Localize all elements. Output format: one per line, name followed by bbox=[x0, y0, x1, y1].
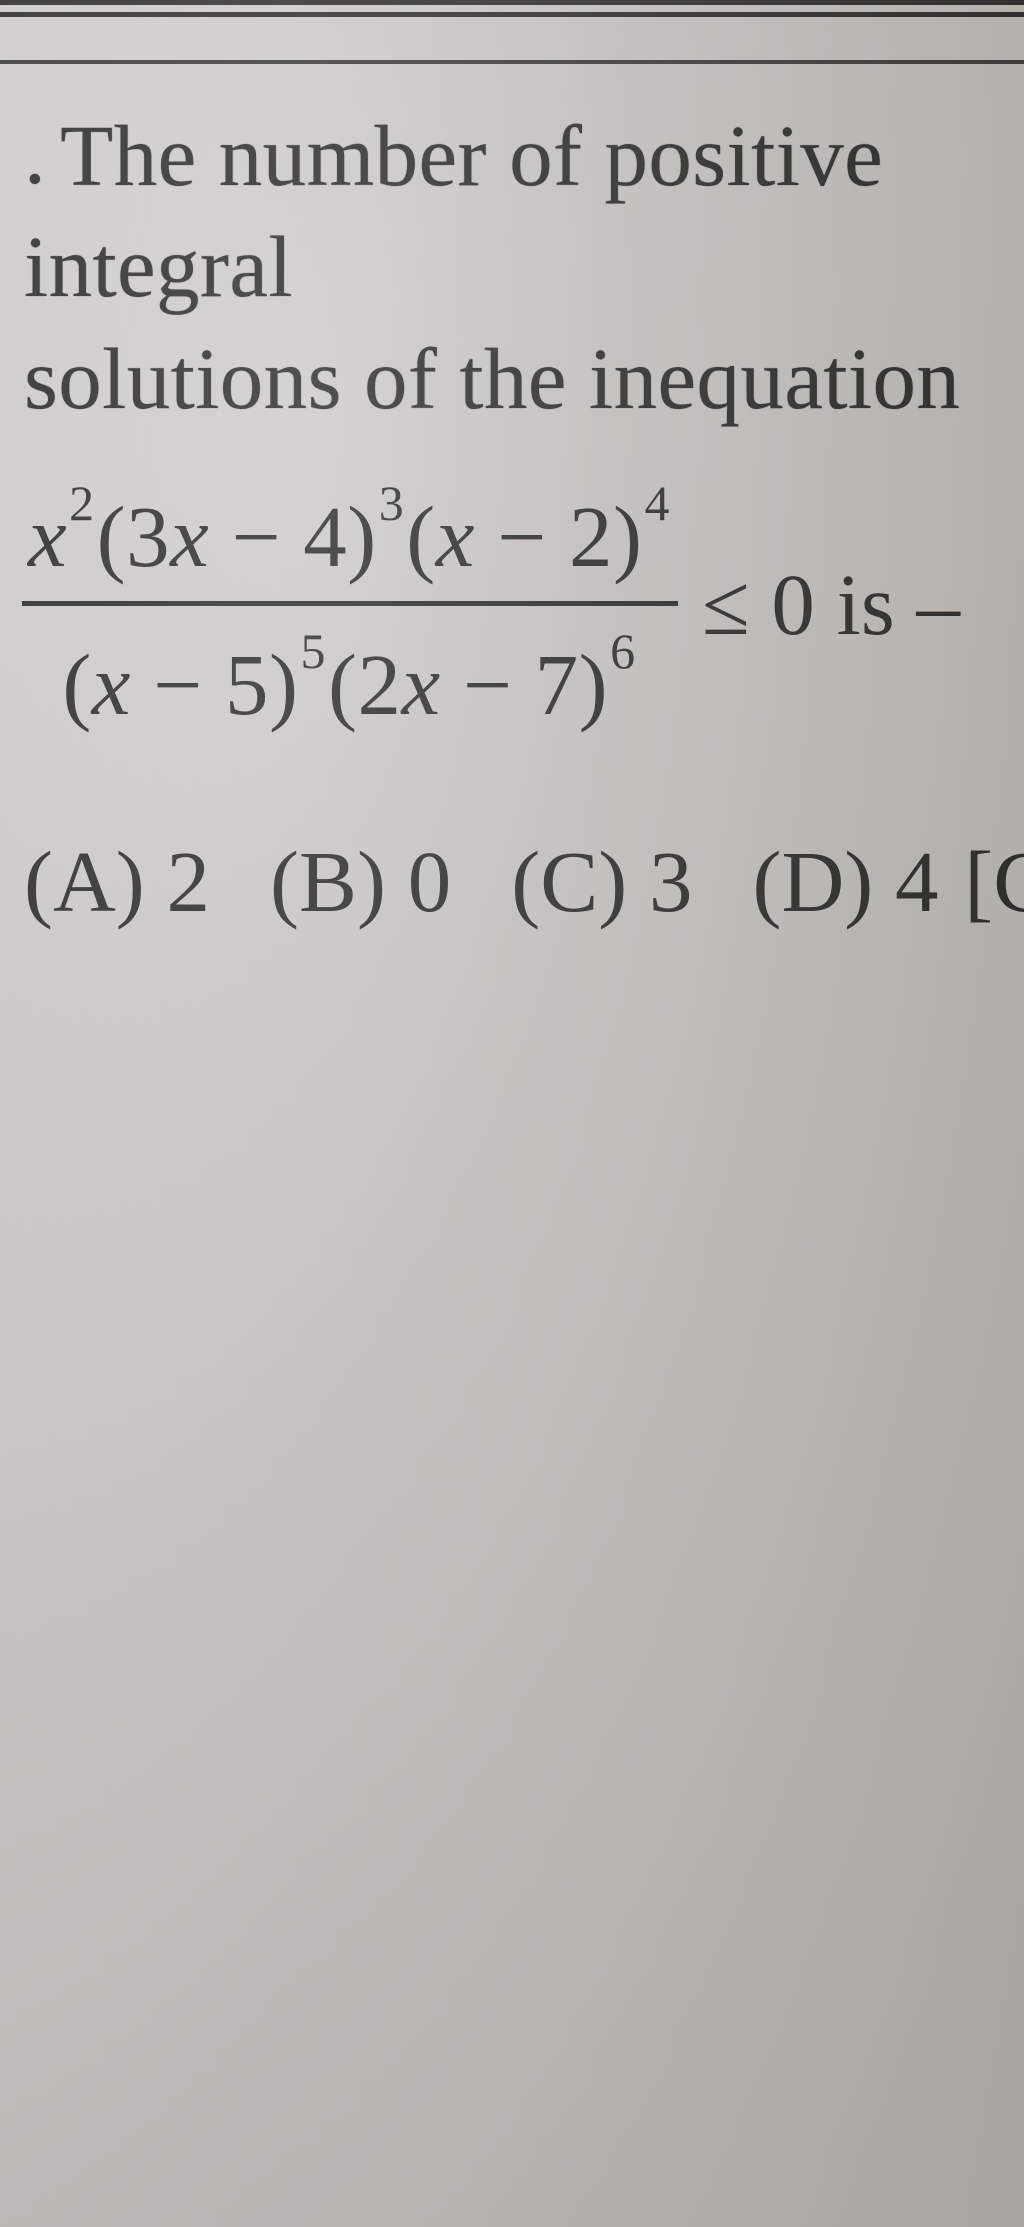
option-d-value: 4 bbox=[895, 833, 939, 930]
option-b-label: (B) bbox=[270, 833, 408, 930]
rule-top-outer bbox=[0, 0, 1024, 5]
fraction-numerator: x2(3x − 4)3(x − 2)4 bbox=[22, 468, 678, 593]
option-a[interactable]: (A) 2 bbox=[24, 831, 210, 932]
den-2: 2 bbox=[357, 636, 401, 733]
den-m7: − 7) bbox=[441, 636, 609, 733]
option-b[interactable]: (B) 0 bbox=[270, 831, 451, 932]
inequation: x2(3x − 4)3(x − 2)4 (x − 5)5(2x − 7)6 ≤ … bbox=[22, 468, 1010, 741]
option-d-label: (D) bbox=[753, 833, 896, 930]
answer-tag: [C] bbox=[964, 833, 1024, 930]
option-a-value: 2 bbox=[167, 833, 211, 930]
num-x2-var: x bbox=[28, 488, 67, 585]
inequation-tail: ≤ 0 is – bbox=[702, 554, 960, 655]
option-c-value: 3 bbox=[649, 833, 693, 930]
den-m5: − 5) bbox=[131, 636, 299, 733]
num-x-var: x bbox=[436, 488, 475, 585]
option-c[interactable]: (C) 3 bbox=[511, 831, 692, 932]
num-3: 3 bbox=[126, 488, 170, 585]
num-m2: − 2) bbox=[475, 488, 643, 585]
den-x5-exp: 5 bbox=[300, 623, 326, 679]
stem-line-2: solutions of the inequation bbox=[24, 323, 1010, 434]
question-block: .The number of positive integral solutio… bbox=[24, 100, 1010, 932]
option-d[interactable]: (D) 4 [C] bbox=[753, 831, 1024, 932]
question-stem: .The number of positive integral solutio… bbox=[24, 100, 1010, 434]
num-x2p4-exp: 4 bbox=[644, 475, 670, 531]
den-2x-var: x bbox=[401, 636, 440, 733]
num-x2-exp: 2 bbox=[69, 475, 95, 531]
fraction-bar bbox=[22, 601, 678, 606]
option-c-label: (C) bbox=[511, 833, 649, 930]
den-x5-var: x bbox=[92, 636, 131, 733]
rule-mid bbox=[0, 60, 1024, 64]
num-m4: − 4) bbox=[209, 488, 377, 585]
bullet-icon: . bbox=[24, 105, 46, 202]
stem-line-1: The number of positive integral bbox=[24, 107, 883, 315]
num-3x4-exp: 3 bbox=[379, 475, 405, 531]
option-a-label: (A) bbox=[24, 833, 167, 930]
option-b-value: 0 bbox=[408, 833, 452, 930]
num-3x-var: x bbox=[170, 488, 209, 585]
fraction: x2(3x − 4)3(x − 2)4 (x − 5)5(2x − 7)6 bbox=[22, 468, 678, 741]
options-row: (A) 2 (B) 0 (C) 3 (D) 4 [C] bbox=[24, 831, 1010, 932]
page: .The number of positive integral solutio… bbox=[0, 0, 1024, 2227]
rule-top-inner bbox=[0, 12, 1024, 17]
den-2x7-exp: 6 bbox=[610, 623, 636, 679]
fraction-denominator: (x − 5)5(2x − 7)6 bbox=[56, 616, 643, 741]
